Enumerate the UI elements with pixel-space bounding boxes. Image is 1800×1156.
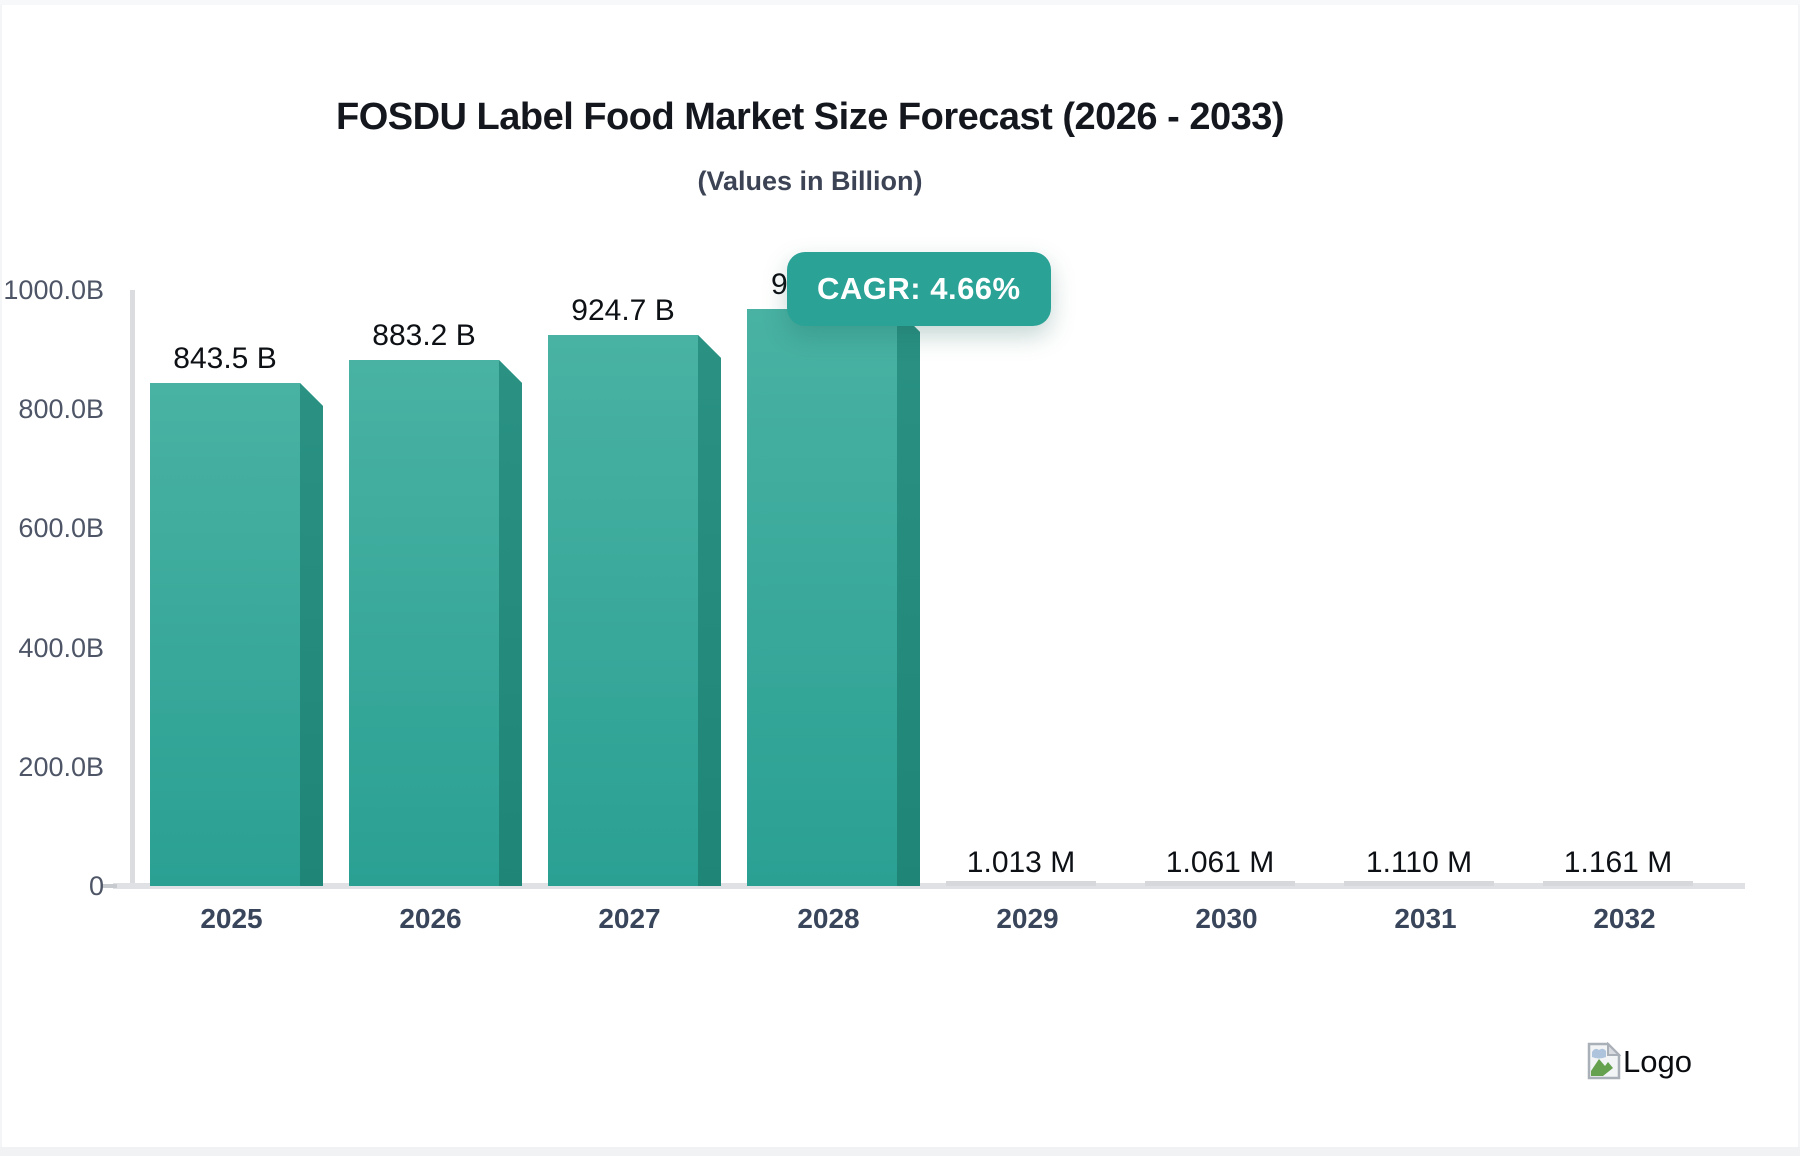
bar-2029[interactable] — [946, 881, 1096, 886]
x-axis-label-2032: 2032 — [1593, 903, 1656, 934]
broken-image-icon — [1587, 1042, 1621, 1080]
y-axis-tick-label: 800.0B — [18, 394, 104, 425]
bar-value-label-2032: 1.161 M — [1563, 846, 1673, 879]
x-axis-label-2029: 2029 — [996, 903, 1059, 934]
y-axis-tick-label: 600.0B — [18, 513, 104, 544]
y-axis-tick-label: 0 — [88, 871, 104, 901]
logo: Logo — [1587, 1042, 1692, 1080]
zero-tick-mark — [101, 884, 117, 888]
logo-text: Logo — [1623, 1044, 1692, 1079]
bar-2031[interactable] — [1344, 881, 1494, 886]
bar-2030[interactable] — [1145, 881, 1295, 886]
bar-value-label-2025: 843.5 B — [173, 342, 277, 375]
y-axis-tick-label: 200.0B — [18, 751, 104, 782]
bar-value-label-2031: 1.110 M — [1365, 846, 1473, 879]
x-axis-label-2025: 2025 — [200, 903, 263, 934]
x-axis-label-2027: 2027 — [598, 903, 661, 934]
bar-value-label-2028: 9 — [771, 268, 788, 301]
x-axis-line — [113, 883, 1745, 889]
bar-2027[interactable] — [548, 335, 721, 886]
y-axis-tick-label: 400.0B — [18, 632, 104, 663]
x-axis-label-2026: 2026 — [399, 903, 462, 934]
bar-2025[interactable] — [150, 383, 323, 886]
bar-side-face — [897, 309, 920, 886]
x-axis-label-2028: 2028 — [797, 903, 860, 934]
bar-2026[interactable] — [349, 360, 522, 886]
y-axis-tick-label: 1000.0B — [3, 275, 104, 305]
y-axis-line — [130, 290, 135, 889]
bar-value-label-2029: 1.013 M — [966, 846, 1076, 879]
x-axis-label-2031: 2031 — [1394, 903, 1457, 934]
cagr-badge: CAGR: 4.66% — [787, 252, 1051, 326]
bar-value-label-2030: 1.061 M — [1165, 846, 1275, 879]
chart-title: FOSDU Label Food Market Size Forecast (2… — [335, 96, 1285, 138]
bar-value-label-2026: 883.2 B — [372, 319, 476, 352]
bar-side-face — [698, 335, 721, 886]
x-axis-label-2030: 2030 — [1195, 903, 1258, 934]
bar-side-face — [300, 383, 323, 886]
bar-side-face — [499, 360, 522, 886]
bar-2032[interactable] — [1543, 881, 1693, 886]
bar-value-label-2027: 924.7 B — [571, 294, 675, 327]
chart-subtitle: (Values in Billion) — [697, 166, 923, 196]
bar-2028[interactable] — [747, 309, 920, 886]
